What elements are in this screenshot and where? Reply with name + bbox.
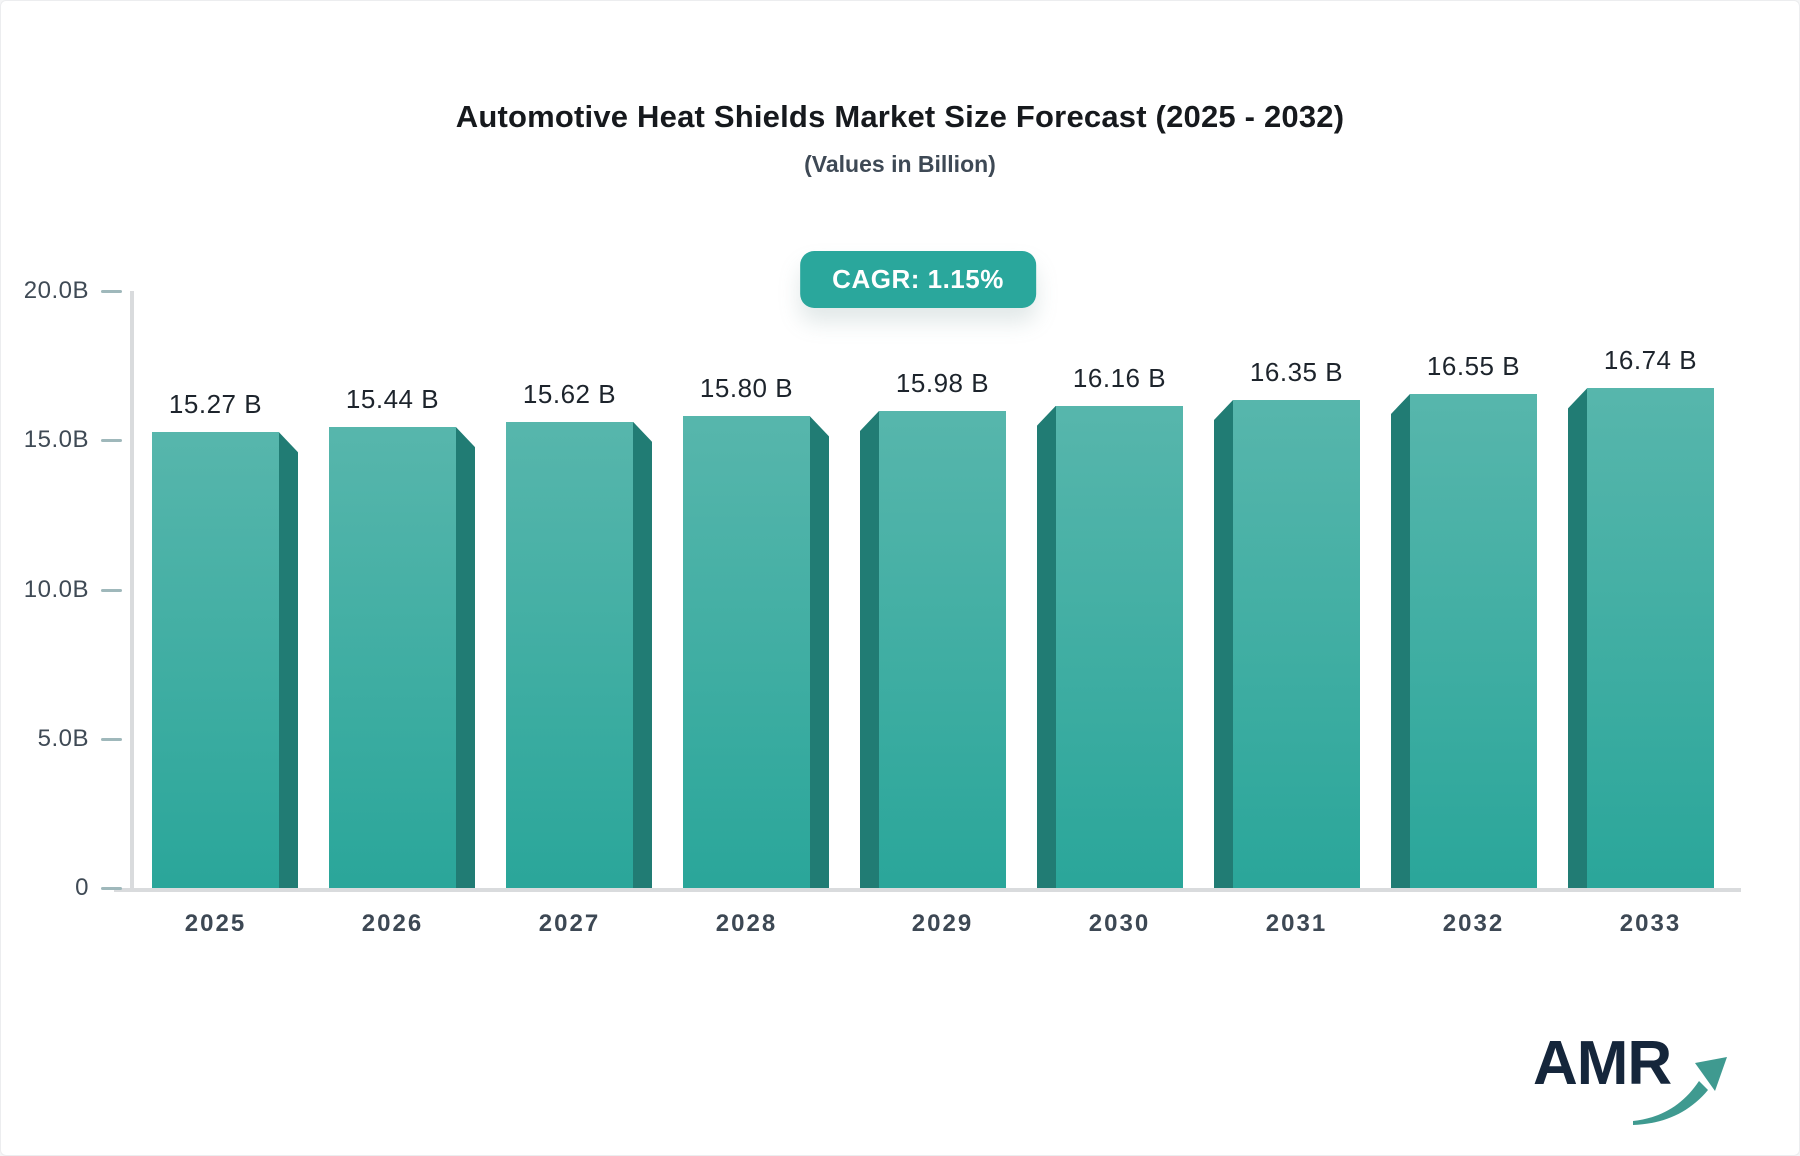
y-tick-label: 15.0B — [23, 426, 89, 454]
bar-2030: 16.16 B 2030 — [1037, 363, 1183, 937]
chart-subtitle: (Values in Billion) — [804, 151, 996, 177]
y-tick-dash — [101, 737, 122, 741]
growth-arrow-icon — [1633, 1057, 1727, 1125]
bar-face — [879, 411, 1006, 888]
bar-side-shade — [456, 427, 475, 888]
y-tick-label: 0 — [75, 874, 89, 901]
x-axis-label: 2029 — [911, 910, 974, 937]
bar-value-label: 16.16 B — [1072, 362, 1167, 393]
y-tick-dash — [101, 588, 122, 592]
bar-2033: 16.74 B 2033 — [1568, 345, 1714, 937]
bar-2026: 15.44 B 2026 — [329, 384, 475, 937]
bar-value-label: 16.74 B — [1603, 345, 1698, 376]
x-axis-label: 2026 — [361, 910, 424, 937]
bar-face — [1587, 388, 1714, 888]
bar-value-label: 15.80 B — [699, 373, 794, 404]
bar-value-label: 15.27 B — [168, 389, 263, 420]
bar-side-shade — [810, 416, 829, 888]
bar-2028: 15.80 B 2028 — [683, 373, 829, 937]
y-axis-line — [130, 291, 134, 892]
bar-side-shade — [1391, 393, 1410, 888]
bar-value-label: 16.35 B — [1249, 356, 1344, 387]
bar-2031: 16.35 B 2031 — [1214, 357, 1360, 937]
y-tick-dash — [101, 887, 122, 890]
page-title: Automotive Heat Shields Market Size Fore… — [455, 99, 1345, 134]
logo-text: AMR — [1533, 1029, 1672, 1098]
x-axis-label: 2028 — [715, 910, 778, 937]
bar-side-shade — [1037, 405, 1056, 888]
bar-face — [1410, 393, 1537, 888]
bar-face — [1233, 399, 1360, 888]
bar-side-shade — [633, 421, 652, 888]
cagr-badge: CAGR: 1.15% — [800, 251, 1036, 308]
bar-value-label: 16.55 B — [1426, 350, 1521, 381]
bar-face — [329, 427, 456, 888]
bar-face — [152, 432, 279, 888]
y-tick-dash — [101, 439, 122, 443]
bar-2032: 16.55 B 2032 — [1391, 351, 1537, 937]
bar-face — [683, 416, 810, 888]
bar-2025: 15.27 B 2025 — [152, 389, 298, 937]
bar-side-shade — [1214, 399, 1233, 888]
bar-value-label: 15.44 B — [345, 384, 440, 415]
bar-side-shade — [1568, 388, 1587, 888]
x-axis-label: 2030 — [1088, 910, 1151, 937]
bar-face — [1056, 405, 1183, 888]
y-tick-label: 5.0B — [37, 724, 89, 752]
x-axis-label: 2032 — [1442, 910, 1505, 937]
bar-value-label: 15.62 B — [522, 378, 617, 409]
bar-face — [506, 421, 633, 888]
x-axis-label: 2027 — [538, 910, 601, 937]
bar-side-shade — [279, 432, 298, 888]
bar-2029: 15.98 B 2029 — [860, 368, 1006, 937]
bar-2027: 15.62 B 2027 — [506, 379, 652, 937]
y-tick-dash — [101, 290, 122, 293]
bar-side-shade — [860, 411, 879, 888]
bars-container: 15.27 B 2025 15.44 B 2026 15.62 B 2027 15.80 B… — [152, 291, 1714, 937]
x-axis-line — [114, 888, 1741, 892]
amr-logo: AMR — [1533, 1033, 1773, 1128]
y-tick-label: 20.0B — [23, 277, 89, 304]
bar-value-label: 15.98 B — [895, 368, 990, 398]
x-axis-label: 2031 — [1265, 910, 1328, 937]
x-axis-label: 2025 — [184, 910, 247, 937]
x-axis-label: 2033 — [1619, 910, 1682, 937]
y-tick-label: 10.0B — [23, 575, 89, 603]
